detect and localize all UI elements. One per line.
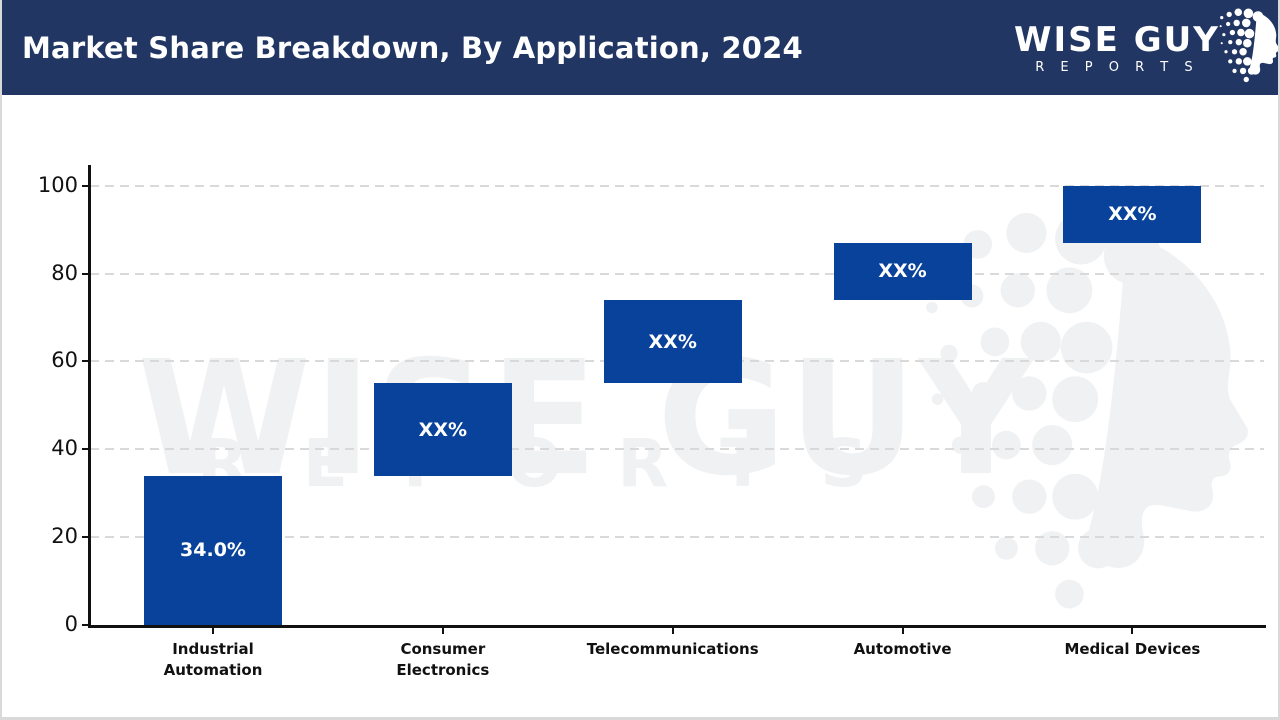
x-axis-tick <box>441 627 444 634</box>
x-category-label: Medical Devices <box>1064 640 1201 658</box>
y-axis-tick <box>82 448 90 451</box>
y-axis-tick <box>82 624 90 626</box>
y-tick-label: 0 <box>64 612 78 636</box>
wiseguy-logo-text: WISE GUY R E P O R T S <box>1014 23 1220 74</box>
bar-medical-devices: XX% <box>1063 185 1202 243</box>
gridline <box>90 536 1264 539</box>
logo-subtitle: R E P O R T S <box>1035 59 1199 75</box>
x-axis-tick <box>212 627 214 634</box>
gridline <box>90 272 1264 275</box>
x-axis-tick <box>671 627 674 634</box>
bar-value-label: 34.0% <box>180 539 246 562</box>
bar-value-label: XX% <box>878 260 927 283</box>
x-category-label: Consumer Electronics <box>396 640 490 679</box>
y-axis-tick <box>82 272 90 275</box>
y-tick-label: 40 <box>51 436 78 461</box>
bar-value-label: XX% <box>1108 203 1157 226</box>
y-axis-tick <box>82 536 90 539</box>
wiseguy-head-icon <box>1219 8 1278 83</box>
y-tick-label: 100 <box>37 172 78 197</box>
x-category-label: Industrial Automation <box>163 640 263 679</box>
x-axis <box>88 625 1266 628</box>
y-axis-tick <box>82 184 90 187</box>
wiseguy-logo: WISE GUY R E P O R T S <box>1014 6 1278 90</box>
y-tick-label: 20 <box>51 524 78 549</box>
bar-value-label: XX% <box>648 330 697 353</box>
x-category-label: Telecommunications <box>586 640 759 658</box>
x-axis-tick <box>1131 627 1134 634</box>
logo-wordmark: WISE GUY <box>1014 19 1220 60</box>
bar-consumer-electronics: XX% <box>373 383 512 476</box>
x-category-label: Automotive <box>853 640 952 658</box>
y-axis <box>88 165 91 627</box>
gridline <box>90 448 1264 451</box>
bar-value-label: XX% <box>418 418 468 441</box>
chart-title: Market Share Breakdown, By Application, … <box>22 30 803 65</box>
gridline <box>90 184 1264 187</box>
bar-automotive: XX% <box>833 242 972 300</box>
bar-industrial-automation: 34.0% <box>144 475 282 625</box>
y-tick-label: 60 <box>51 348 78 373</box>
header-bar: Market Share Breakdown, By Application, … <box>2 0 1278 95</box>
y-axis-tick <box>82 360 90 363</box>
bar-telecommunications: XX% <box>603 299 742 384</box>
x-axis-tick <box>901 627 904 634</box>
y-tick-label: 80 <box>51 260 78 285</box>
watermark-text: WISE GUY <box>137 327 1036 511</box>
watermark-reports-text: REPORTS <box>197 425 923 502</box>
